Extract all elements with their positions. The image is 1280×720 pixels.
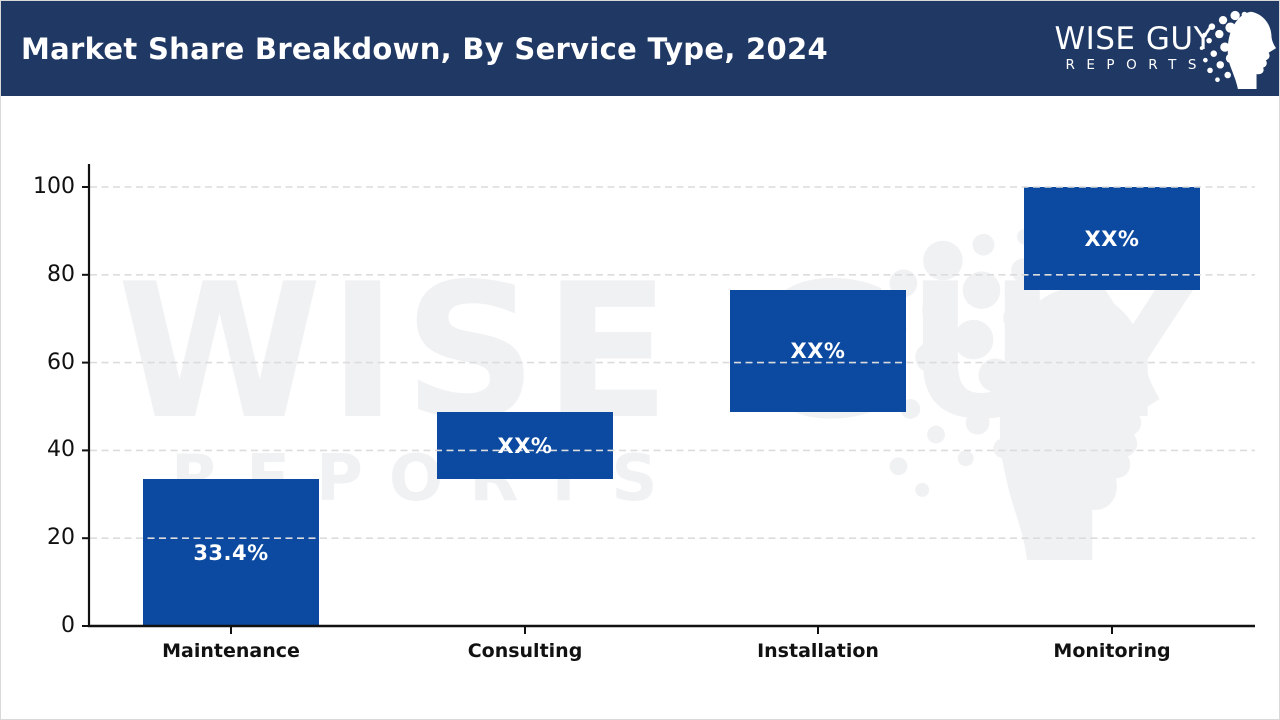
y-tick-label-60: 60: [47, 349, 75, 375]
x-category-label-monitoring: Monitoring: [1053, 640, 1171, 662]
axes-layer: [82, 164, 1255, 634]
y-tick-label-40: 40: [47, 437, 75, 463]
bars-layer: [1, 96, 1279, 719]
x-category-label-installation: Installation: [757, 640, 879, 662]
bar-value-label-maintenance: 33.4%: [193, 540, 269, 565]
bar-value-label-installation: XX%: [790, 338, 846, 363]
labels-layer: 33.4% Maintenance XX% Consulting XX% Installa…: [1, 96, 1279, 719]
x-category-label-maintenance: Maintenance: [162, 640, 300, 662]
x-category-label-consulting: Consulting: [467, 640, 583, 662]
bar-maintenance: [143, 479, 319, 626]
logo-text: WISE GUY REPORTS: [1054, 24, 1213, 73]
bar-value-label-monitoring: XX%: [1084, 226, 1140, 251]
y-tick-label-0: 0: [61, 613, 75, 638]
chart-canvas: WISE GUY REPORTS 33.4% Maintenance XX% Cons…: [1, 96, 1279, 719]
header-bar: Market Share Breakdown, By Service Type,…: [1, 1, 1279, 96]
bar-monitoring: [1024, 187, 1200, 291]
logo-face-icon: [1199, 10, 1277, 89]
logo-wordmark: WISE GUY: [1054, 21, 1213, 58]
y-tick-label-100: 100: [33, 174, 75, 199]
bar-consulting: [437, 411, 613, 480]
chart-title: Market Share Breakdown, By Service Type,…: [21, 31, 828, 66]
brand-logo: WISE GUY REPORTS: [1054, 7, 1277, 91]
bar-value-label-consulting: XX%: [497, 433, 553, 458]
y-tick-label-20: 20: [47, 525, 75, 551]
bar-installation: [730, 290, 906, 412]
y-tick-label-80: 80: [47, 261, 75, 287]
logo-subtext: REPORTS: [1065, 57, 1208, 74]
